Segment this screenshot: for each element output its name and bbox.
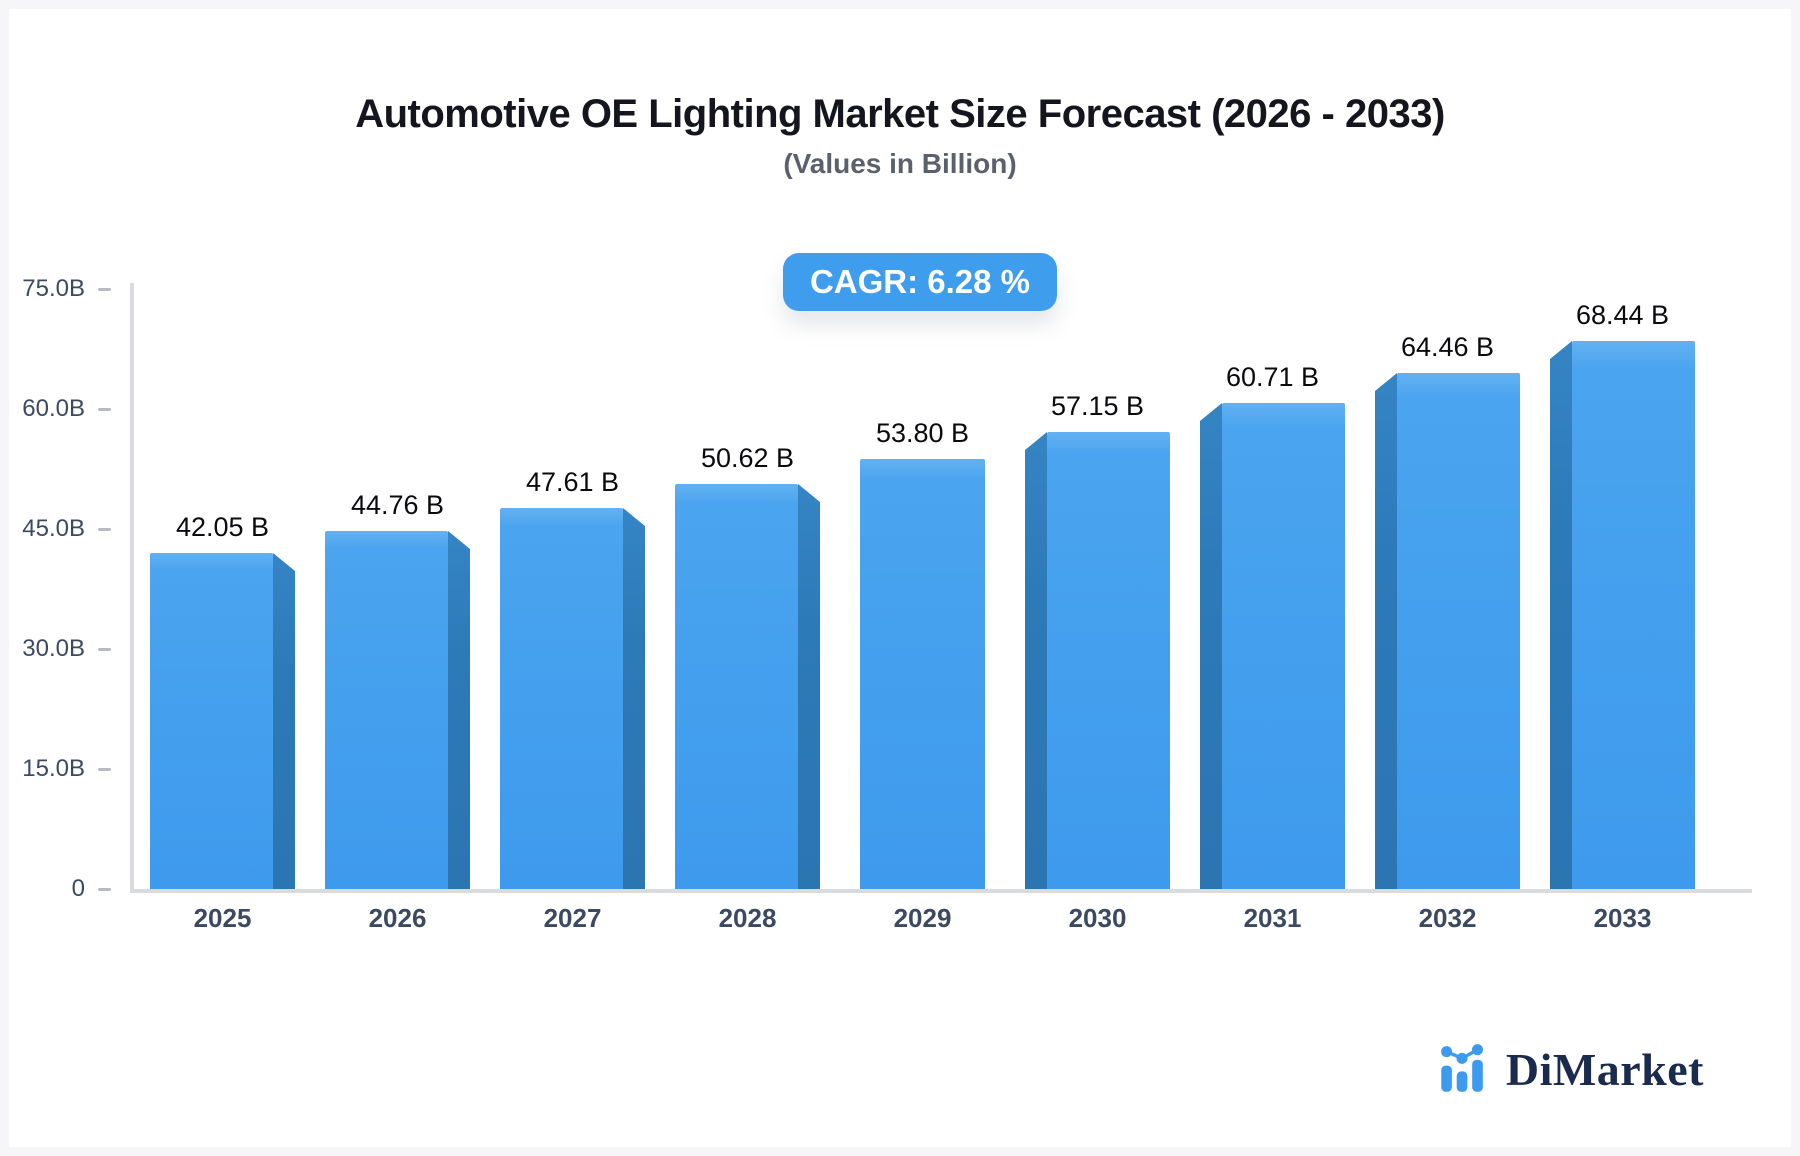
bar-2033: 68.44 B <box>1550 300 1695 889</box>
bar-2027: 47.61 B <box>500 467 645 889</box>
bar-side-face <box>1200 403 1222 889</box>
x-axis-line <box>130 889 1752 893</box>
x-axis-label-2030: 2030 <box>1068 903 1127 933</box>
y-tick-60.0B: 60.0B <box>22 395 111 423</box>
y-tick-mark <box>98 287 111 291</box>
bar-value-label: 44.76 B <box>350 490 445 520</box>
x-axis-label-2026: 2026 <box>368 903 427 933</box>
bar-value-label: 50.62 B <box>700 443 795 473</box>
bar-value-label: 68.44 B <box>1575 300 1670 330</box>
y-tick-label: 45.0B <box>22 515 85 542</box>
bar-side-face <box>1375 373 1397 889</box>
y-tick-mark <box>98 767 111 771</box>
x-axis-label-2029: 2029 <box>893 903 952 933</box>
mini-bar-line-chart-icon <box>1440 1044 1483 1092</box>
bar-face <box>150 553 273 889</box>
bar-value-label: 47.61 B <box>525 467 620 497</box>
x-axis-label-2027: 2027 <box>543 903 602 933</box>
bar-2031: 60.71 B <box>1200 362 1345 889</box>
bar-chart-plot-area: 0 15.0B 30.0B 45.0B 60.0B 75.0B 42.05 B 2025 44.… <box>22 275 1755 933</box>
y-tick-45.0B: 45.0B <box>22 515 111 543</box>
x-axis-label-2031: 2031 <box>1243 903 1302 933</box>
bar-side-face <box>798 484 820 889</box>
y-tick-label: 30.0B <box>22 635 85 662</box>
brand-name: DiMarket <box>1505 1043 1704 1095</box>
y-tick-mark <box>98 527 111 531</box>
y-tick-75.0B: 75.0B <box>22 275 111 303</box>
bar-side-face <box>1550 341 1572 889</box>
bar-side-face <box>1025 432 1047 889</box>
bar-2028: 50.62 B <box>675 443 820 889</box>
bar-face <box>1397 373 1520 889</box>
bar-side-face <box>623 508 645 889</box>
y-tick-15.0B: 15.0B <box>22 755 111 783</box>
bar-face <box>1222 403 1345 889</box>
bar-value-label: 64.46 B <box>1400 332 1495 362</box>
brand-logo: DiMarket <box>1434 1040 1704 1098</box>
bar-side-face <box>273 553 295 889</box>
bar-2029: 53.80 B <box>850 418 995 889</box>
bar-value-label: 53.80 B <box>875 418 970 448</box>
y-tick-label: 0 <box>71 875 85 902</box>
bar-face <box>1047 432 1170 889</box>
bar-value-label: 60.71 B <box>1225 362 1320 392</box>
y-tick-label: 60.0B <box>22 395 85 422</box>
bar-value-label: 42.05 B <box>175 512 270 542</box>
x-axis-label-2032: 2032 <box>1418 903 1477 933</box>
bar-face <box>675 484 798 889</box>
y-tick-label: 75.0B <box>22 275 85 302</box>
x-axis-label-2033: 2033 <box>1593 903 1652 933</box>
bar-face <box>1572 341 1695 889</box>
chart-title: Automotive OE Lighting Market Size Forec… <box>355 92 1445 136</box>
bar-side-face <box>448 531 470 889</box>
y-tick-mark <box>98 407 111 411</box>
cagr-badge: CAGR: 6.28 % <box>783 253 1057 311</box>
y-tick-mark <box>98 887 111 891</box>
y-tick-0: 0 <box>72 875 111 903</box>
y-tick-30.0B: 30.0B <box>22 635 111 663</box>
bar-2030: 57.15 B <box>1025 391 1170 889</box>
y-axis-line <box>130 283 134 891</box>
y-tick-label: 15.0B <box>22 755 85 782</box>
bar-2032: 64.46 B <box>1375 332 1520 889</box>
y-tick-mark <box>98 647 111 651</box>
bar-value-label: 57.15 B <box>1050 391 1145 421</box>
bar-face <box>500 508 623 889</box>
x-axis-label-2025: 2025 <box>193 903 252 933</box>
bar-2025: 42.05 B <box>150 512 295 889</box>
chart-subtitle: (Values in Billion) <box>783 148 1017 179</box>
x-axis-label-2028: 2028 <box>718 903 777 933</box>
bar-face <box>325 531 448 889</box>
bar-2026: 44.76 B <box>325 490 470 889</box>
bar-face <box>860 459 985 889</box>
